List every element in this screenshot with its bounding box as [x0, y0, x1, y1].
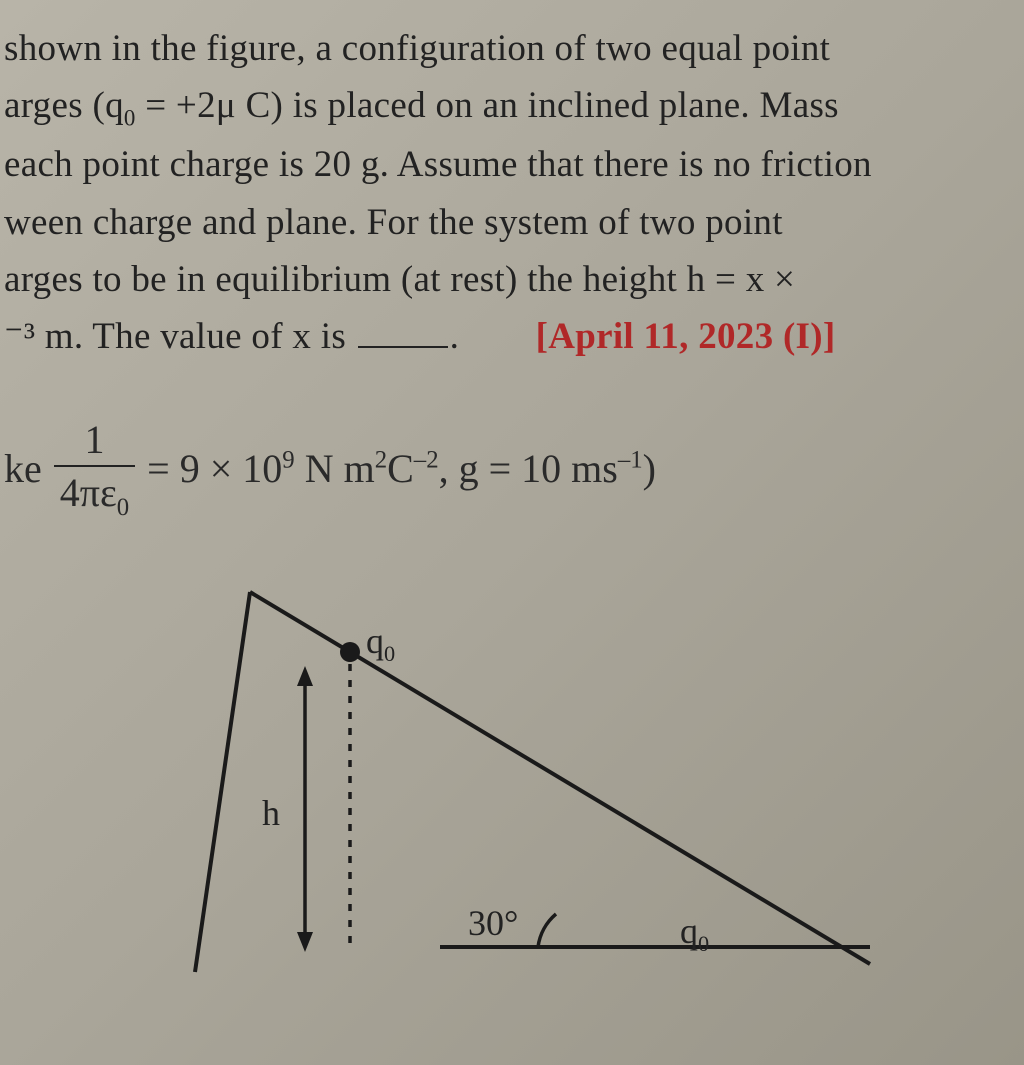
- formula-row: ke 1 4πε0 = 9 × 109 N m2C–2, g = 10 ms–1…: [0, 416, 1004, 522]
- formula-rhs: = 9 × 109 N m2C–2, g = 10 ms–1): [147, 445, 656, 492]
- date-reference: [April 11, 2023 (I)]: [536, 316, 836, 357]
- answer-blank: [358, 346, 448, 348]
- height-arrow-up: [297, 666, 313, 686]
- fraction-denominator: 4πε0: [54, 465, 135, 522]
- height-label: h: [262, 792, 280, 834]
- incline-left-edge: [195, 592, 250, 972]
- bottom-charge-label: q0: [680, 910, 709, 957]
- top-charge-dot: [340, 642, 360, 662]
- angle-arc: [538, 914, 556, 947]
- q-line4: ween charge and plane. For the system of…: [4, 202, 783, 243]
- fraction-numerator: 1: [78, 416, 110, 465]
- q-line6-dot: .: [450, 316, 460, 357]
- q-line1: shown in the figure, a configuration of …: [4, 28, 830, 69]
- height-arrow-down: [297, 932, 313, 952]
- fraction: 1 4πε0: [54, 416, 135, 522]
- formula-lead: ke: [4, 445, 42, 492]
- question-text: shown in the figure, a configuration of …: [0, 20, 1004, 366]
- top-charge-label: q0: [366, 620, 395, 667]
- q-line3: each point charge is 20 g. Assume that t…: [4, 144, 872, 185]
- angle-label: 30°: [468, 902, 518, 944]
- q-line2b: = +2μ C) is placed on an inclined plane.…: [136, 85, 839, 126]
- incline-figure: q0 h 30° q0: [140, 592, 840, 972]
- q-sub-0: 0: [124, 106, 136, 131]
- q-line6a: ⁻³ m. The value of x is: [4, 316, 346, 357]
- q-line2a: arges (q: [4, 85, 124, 126]
- q-line5: arges to be in equilibrium (at rest) the…: [4, 259, 795, 300]
